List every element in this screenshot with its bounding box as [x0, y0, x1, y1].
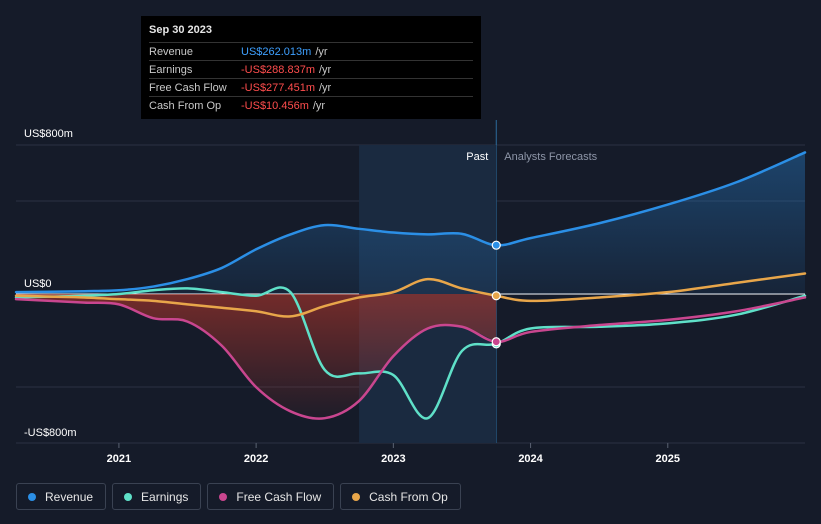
tooltip-unit: /yr	[319, 81, 332, 94]
tooltip-row: Earnings -US$288.837m /yr	[149, 60, 473, 78]
tooltip-label: Free Cash Flow	[149, 81, 227, 94]
y-tick-label: -US$800m	[24, 427, 77, 439]
tooltip-value: US$262.013m	[241, 45, 312, 58]
tooltip-row: Revenue US$262.013m /yr	[149, 42, 473, 60]
legend-item-free-cash-flow[interactable]: Free Cash Flow	[207, 483, 335, 510]
legend-dot-icon	[28, 492, 36, 501]
forecast-label: Analysts Forecasts	[504, 151, 597, 163]
legend-dot-icon	[124, 492, 133, 501]
y-tick-label: US$0	[24, 278, 52, 290]
series-line-earnings	[14, 286, 807, 420]
x-tick-label: 2025	[656, 453, 680, 465]
revenue-area	[16, 152, 805, 294]
x-tick-label: 2021	[107, 453, 131, 465]
series-line-cash-from-op	[14, 272, 807, 318]
x-tick-label: 2024	[518, 453, 543, 465]
y-tick-label: US$800m	[24, 128, 73, 140]
legend-dot-icon	[219, 492, 228, 501]
tooltip-unit: /yr	[312, 99, 326, 112]
tooltip-value: -US$277.451m	[241, 81, 315, 94]
tooltip-label: Cash From Op	[149, 99, 222, 112]
free-cash-flow-area	[16, 294, 497, 419]
tooltip-label: Earnings	[149, 63, 193, 76]
tooltip-date: Sep 30 2023	[149, 24, 212, 36]
legend-label: Earnings	[141, 489, 189, 504]
past-label: Past	[466, 151, 488, 163]
series-line-free-cash-flow	[14, 296, 807, 420]
legend-item-earnings[interactable]: Earnings	[112, 483, 202, 510]
tooltip-row: Cash From Op -US$10.456m /yr	[149, 96, 473, 114]
legend-label: Free Cash Flow	[236, 489, 322, 504]
legend-dot-icon	[352, 492, 361, 501]
legend-item-revenue[interactable]: Revenue	[16, 483, 107, 510]
legend-item-cash-from-op[interactable]: Cash From Op	[340, 483, 461, 510]
marker-revenue	[491, 240, 501, 250]
legend: Revenue Earnings Free Cash Flow Cash Fro…	[16, 483, 461, 510]
tooltip-unit: /yr	[319, 63, 332, 76]
series-line-revenue	[14, 151, 807, 294]
legend-label: Revenue	[45, 489, 94, 504]
tooltip-label: Revenue	[149, 45, 194, 58]
marker-cash-from-op	[491, 291, 501, 301]
legend-label: Cash From Op	[369, 489, 448, 504]
tooltip-unit: /yr	[315, 45, 328, 58]
tooltip-row: Free Cash Flow -US$277.451m /yr	[149, 78, 473, 96]
tooltip: Sep 30 2023 Revenue US$262.013m /yr Earn…	[141, 16, 481, 119]
marker-free-cash-flow	[491, 337, 501, 347]
x-tick-label: 2022	[244, 453, 268, 465]
x-tick-label: 2023	[381, 453, 405, 465]
tooltip-value: -US$288.837m	[241, 63, 315, 76]
tooltip-value: -US$10.456m	[241, 99, 309, 112]
